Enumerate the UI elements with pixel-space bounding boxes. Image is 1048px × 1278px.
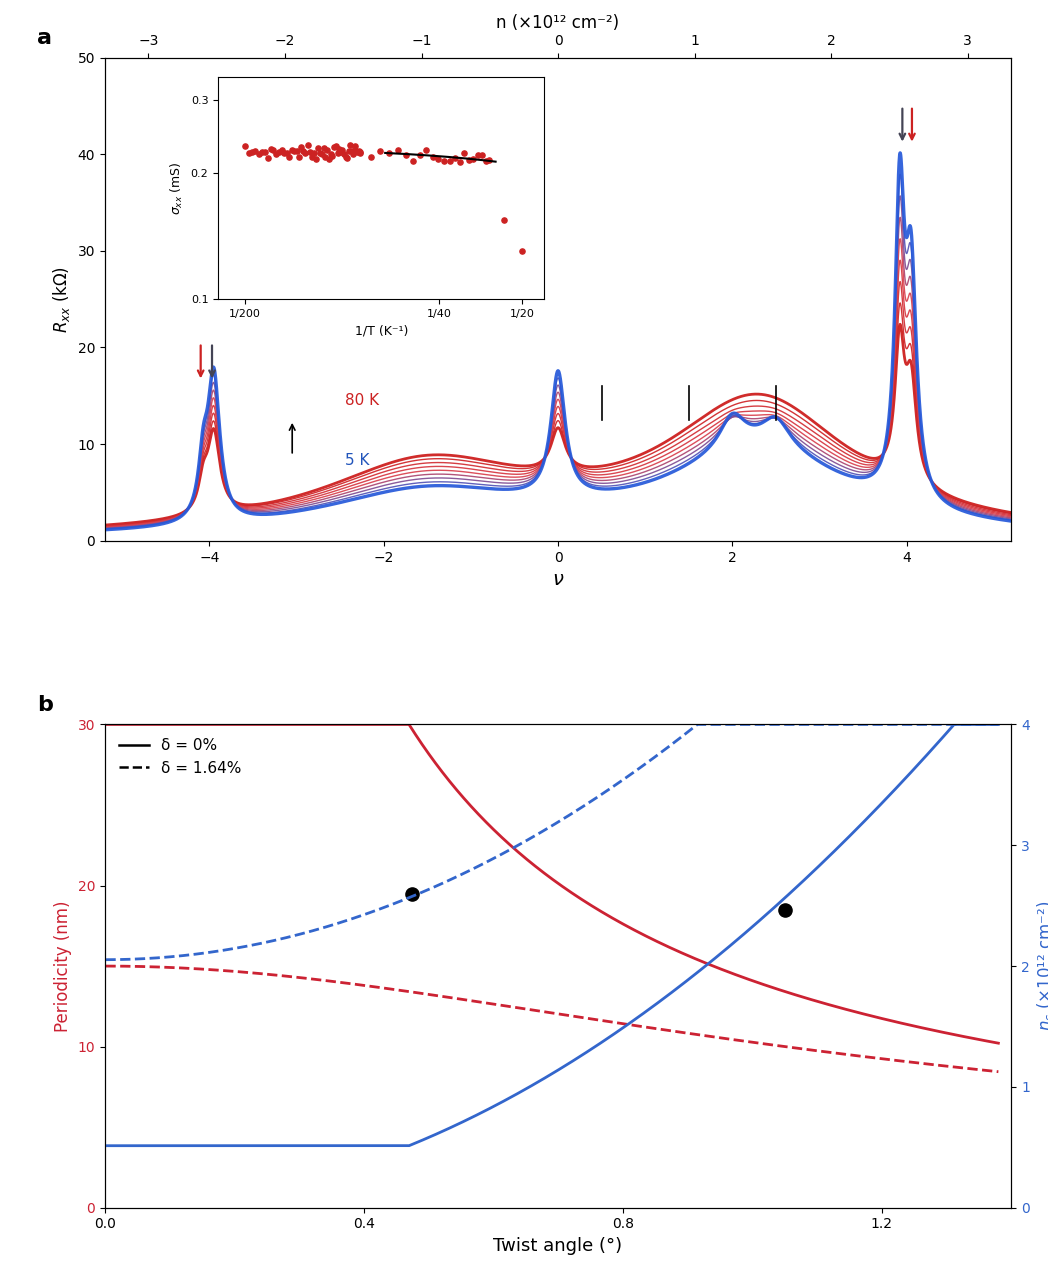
Point — [403, 883, 420, 904]
Text: 80 K: 80 K — [345, 394, 378, 409]
Text: a: a — [37, 28, 51, 47]
X-axis label: Twist angle (°): Twist angle (°) — [494, 1237, 623, 1255]
X-axis label: n (×10¹² cm⁻²): n (×10¹² cm⁻²) — [497, 14, 619, 32]
Text: b: b — [37, 695, 52, 714]
Text: 5 K: 5 K — [345, 454, 369, 469]
Point — [777, 900, 793, 920]
X-axis label: ν: ν — [552, 570, 564, 589]
Y-axis label: $n_s$ (×10¹² cm⁻²): $n_s$ (×10¹² cm⁻²) — [1035, 901, 1048, 1031]
Y-axis label: Periodicity (nm): Periodicity (nm) — [53, 900, 72, 1031]
Legend: δ = 0%, δ = 1.64%: δ = 0%, δ = 1.64% — [112, 732, 247, 782]
Y-axis label: $R_{xx}$ (kΩ): $R_{xx}$ (kΩ) — [51, 266, 72, 332]
